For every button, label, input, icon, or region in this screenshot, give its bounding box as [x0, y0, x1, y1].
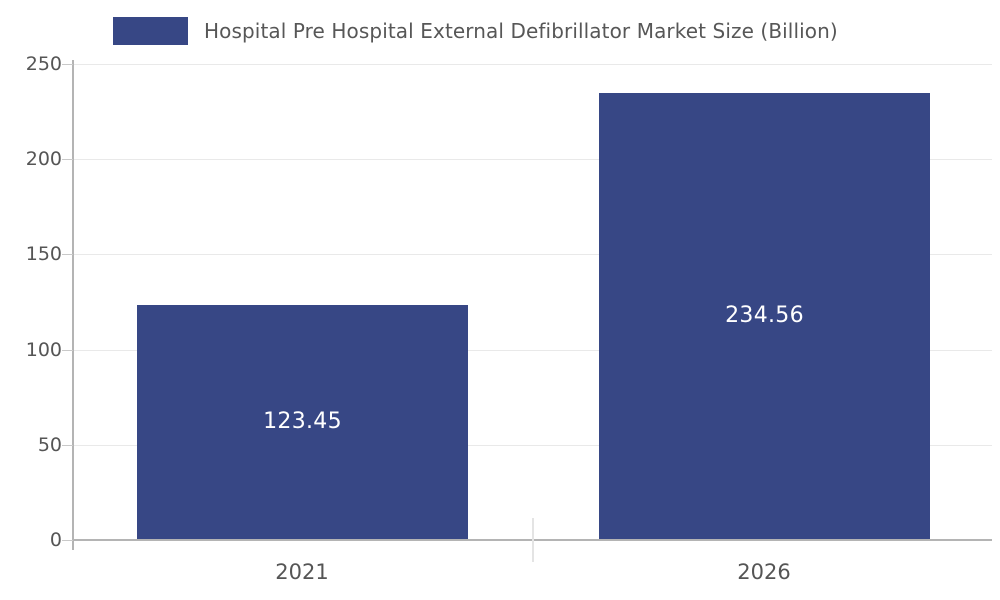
y-tick-label-0: 0: [49, 529, 62, 551]
bar-value-label-2026: 234.56: [725, 303, 804, 328]
y-tick-label-50: 50: [37, 434, 62, 456]
y-axis-spine: [72, 60, 74, 550]
bar-2021[interactable]: 123.45: [137, 305, 468, 540]
y-tick-mark-0: [62, 540, 73, 541]
chart-legend[interactable]: Hospital Pre Hospital External Defibrill…: [113, 14, 838, 48]
y-tick-mark-150: [62, 254, 73, 255]
y-tick-label-150: 150: [25, 243, 62, 265]
legend-color-swatch: [113, 17, 188, 45]
gridline-150: [73, 254, 992, 255]
x-tick-label-2021: 2021: [275, 560, 329, 584]
bar-2026[interactable]: 234.56: [599, 93, 930, 540]
y-tick-mark-100: [62, 350, 73, 351]
legend-series-label: Hospital Pre Hospital External Defibrill…: [204, 19, 838, 43]
bar-value-label-2021: 123.45: [263, 409, 342, 434]
y-tick-mark-200: [62, 159, 73, 160]
gridline-250: [73, 64, 992, 65]
plot-area: 123.45 234.56: [73, 64, 992, 540]
y-tick-label-100: 100: [25, 339, 62, 361]
gridline-50: [73, 445, 992, 446]
y-tick-label-250: 250: [25, 53, 62, 75]
y-tick-mark-250: [62, 64, 73, 65]
gridline-100: [73, 350, 992, 351]
x-axis-category-separator: [532, 518, 534, 562]
x-tick-label-2026: 2026: [737, 560, 791, 584]
y-tick-label-200: 200: [25, 148, 62, 170]
y-tick-mark-50: [62, 445, 73, 446]
gridline-200: [73, 159, 992, 160]
